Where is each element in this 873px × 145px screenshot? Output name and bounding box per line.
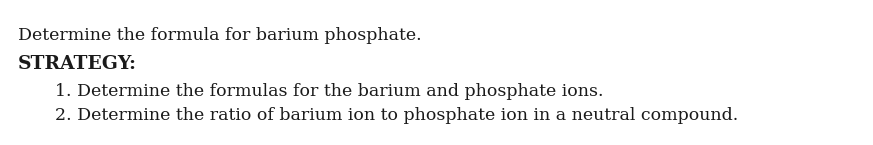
Text: Determine the formula for barium phosphate.: Determine the formula for barium phospha…: [18, 27, 422, 44]
Text: 1. Determine the formulas for the barium and phosphate ions.: 1. Determine the formulas for the barium…: [55, 83, 603, 100]
Text: STRATEGY:: STRATEGY:: [18, 55, 137, 73]
Text: 2. Determine the ratio of barium ion to phosphate ion in a neutral compound.: 2. Determine the ratio of barium ion to …: [55, 107, 739, 124]
